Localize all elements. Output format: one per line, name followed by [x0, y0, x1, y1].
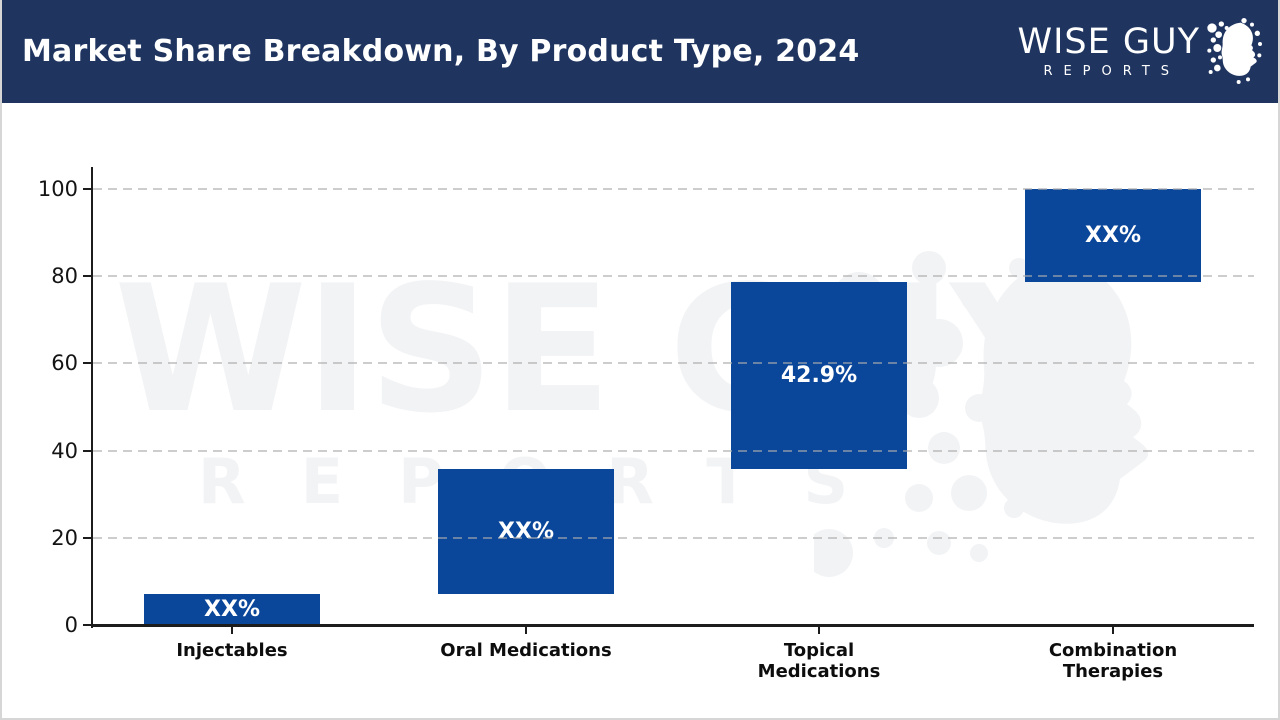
- bar-value-label: 42.9%: [780, 363, 858, 389]
- gridline-100: [93, 188, 1254, 190]
- y-axis-tick-20: [83, 536, 93, 539]
- y-axis-tick-60: [83, 362, 93, 365]
- bar-combination-therapies: XX%: [1025, 189, 1201, 283]
- header-bar: Market Share Breakdown, By Product Type,…: [2, 0, 1278, 103]
- bar-value-label: XX%: [1085, 223, 1141, 249]
- chart-title: Market Share Breakdown, By Product Type,…: [22, 34, 860, 69]
- wise-guy-logo: WISE GUY REPORTS: [1017, 8, 1264, 96]
- y-axis-tick-label-100: 100: [37, 177, 78, 201]
- bar-oral-medications: XX%: [438, 469, 614, 595]
- y-axis-tick-100: [83, 188, 93, 190]
- y-axis-line: [91, 167, 93, 628]
- logo-text: WISE GUY REPORTS: [1017, 22, 1200, 79]
- logo-subtext: REPORTS: [1043, 64, 1181, 79]
- x-axis-tick-2: [818, 627, 820, 634]
- bar-value-label: XX%: [204, 597, 260, 622]
- plot-area: WISE GUY REPORTS 020406080100XX%Injectab…: [2, 103, 1278, 718]
- logo-wordmark: WISE GUY: [1017, 22, 1200, 62]
- y-axis-tick-label-40: 40: [51, 438, 78, 463]
- y-axis-tick-label-80: 80: [51, 264, 78, 289]
- y-axis-tick-label-60: 60: [51, 351, 78, 376]
- y-axis-tick-0: [83, 624, 93, 626]
- x-category-label: Topical Medications: [757, 640, 881, 682]
- x-category-label: Injectables: [176, 640, 288, 661]
- gridline-80: [93, 275, 1254, 278]
- bar-injectables: XX%: [144, 594, 320, 625]
- y-axis-tick-40: [83, 449, 93, 452]
- gridline-60: [93, 362, 1254, 365]
- bar-topical-medications: 42.9%: [731, 282, 907, 470]
- x-axis-line: [91, 624, 1254, 627]
- logo-face-icon: [1207, 17, 1262, 84]
- bar-value-label: XX%: [498, 519, 554, 545]
- x-category-label: Combination Therapies: [1048, 640, 1178, 682]
- x-axis-tick-3: [1112, 627, 1114, 634]
- x-axis-tick-0: [231, 627, 233, 634]
- y-axis-tick-label-20: 20: [51, 525, 78, 550]
- gridline-40: [93, 449, 1254, 452]
- y-axis-tick-80: [83, 275, 93, 278]
- x-axis-tick-1: [525, 627, 527, 634]
- x-category-label: Oral Medications: [440, 640, 612, 661]
- gridline-20: [93, 536, 1254, 539]
- y-axis-tick-label-0: 0: [64, 613, 78, 637]
